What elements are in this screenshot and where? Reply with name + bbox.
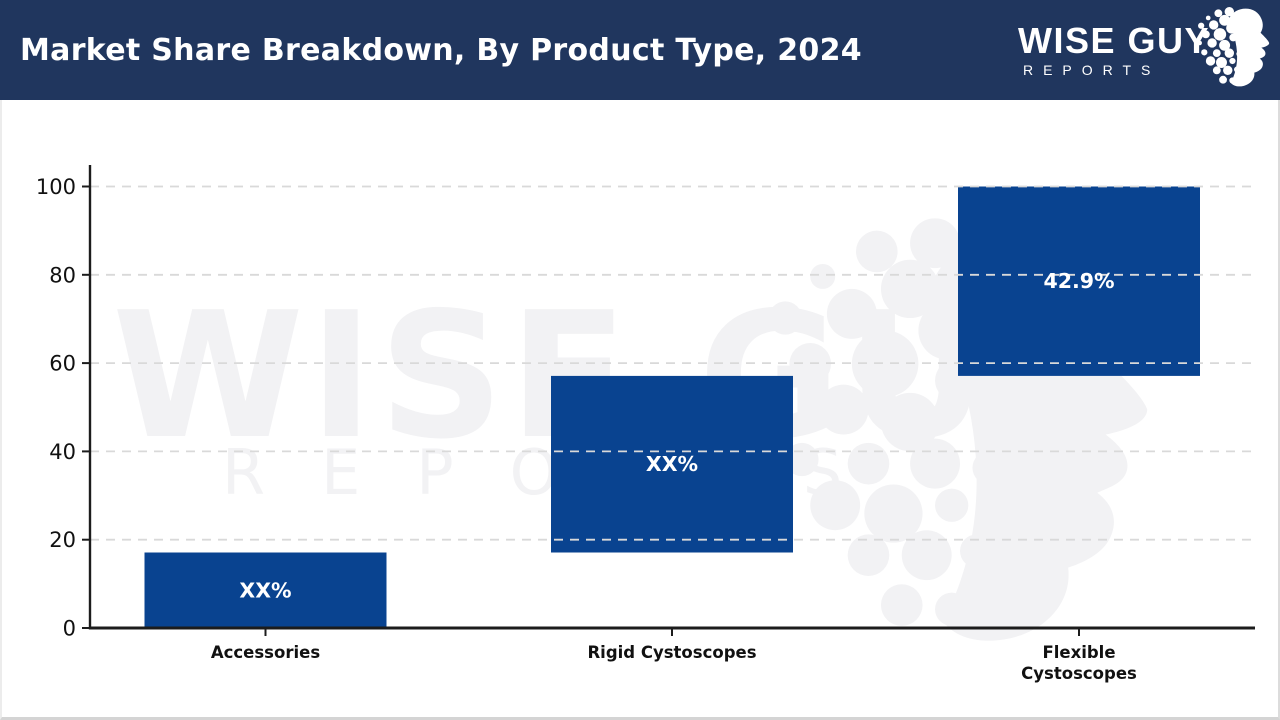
chart-plot: XX% XX% 42.9% 0 20 40 60 80 100 Accessories Rigid …	[36, 165, 1255, 683]
bar	[551, 375, 793, 553]
bar	[144, 552, 387, 628]
y-tick-label: 20	[49, 528, 76, 552]
x-axis-category-label: Rigid Cystoscopes	[587, 643, 756, 662]
x-axis-category-label: Flexible Cystoscopes	[1021, 643, 1137, 683]
bar-value-label: XX%	[239, 578, 291, 602]
header-bar: Market Share Breakdown, By Product Type,…	[0, 0, 1280, 100]
y-tick-label: 80	[49, 263, 76, 287]
y-tick-label: 100	[36, 175, 76, 199]
y-tick-label: 40	[49, 440, 76, 464]
y-tick-label: 60	[49, 352, 76, 376]
bar-value-label: XX%	[646, 452, 698, 476]
x-axis-category-label: Accessories	[211, 643, 320, 662]
wiseguy-logo: WISE GUY REPORTS	[1018, 0, 1274, 100]
chart-area: WISE GUY REPORTS XX%XX%42.9%020406080100…	[0, 100, 1280, 720]
bar-value-label: 42.9%	[1043, 269, 1114, 293]
logo-wordmark: WISE GUY	[1017, 20, 1210, 61]
y-tick-label: 0	[63, 617, 76, 641]
logo-text: WISE GUY REPORTS	[1017, 20, 1210, 78]
logo-subtitle: REPORTS	[1022, 62, 1161, 78]
chart-title: Market Share Breakdown, By Product Type,…	[20, 32, 862, 68]
